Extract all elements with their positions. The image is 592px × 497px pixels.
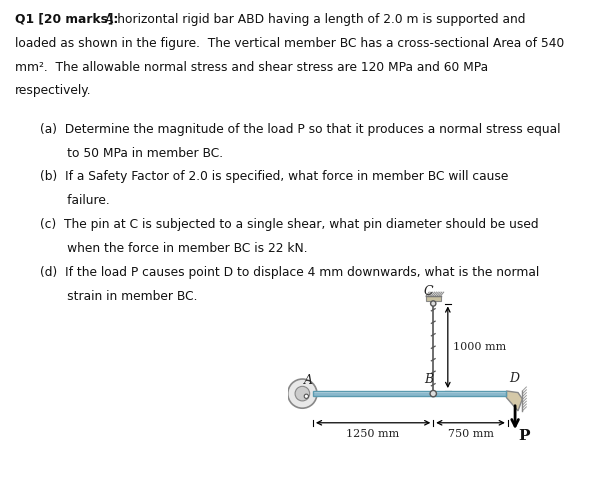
FancyBboxPatch shape: [426, 296, 440, 301]
Text: A: A: [304, 374, 313, 387]
Text: B: B: [424, 373, 433, 386]
FancyBboxPatch shape: [282, 375, 287, 412]
Text: strain in member BC.: strain in member BC.: [40, 290, 198, 303]
Text: A horizontal rigid bar ABD having a length of 2.0 m is supported and: A horizontal rigid bar ABD having a leng…: [105, 13, 526, 26]
Circle shape: [430, 391, 436, 397]
Circle shape: [430, 301, 436, 306]
Text: P: P: [518, 429, 530, 443]
Text: failure.: failure.: [40, 194, 110, 207]
Text: C: C: [424, 285, 433, 298]
Text: 1250 mm: 1250 mm: [346, 428, 400, 439]
Text: (b)  If a Safety Factor of 2.0 is specified, what force in member BC will cause: (b) If a Safety Factor of 2.0 is specifi…: [40, 170, 509, 183]
Polygon shape: [313, 393, 507, 396]
Text: (d)  If the load P causes point D to displace 4 mm downwards, what is the normal: (d) If the load P causes point D to disp…: [40, 266, 539, 279]
Text: when the force in member BC is 22 kN.: when the force in member BC is 22 kN.: [40, 242, 308, 255]
Circle shape: [288, 379, 317, 408]
Text: Q1 [20 marks]:: Q1 [20 marks]:: [15, 13, 118, 26]
Circle shape: [304, 394, 308, 399]
Text: D: D: [509, 372, 519, 385]
Text: respectively.: respectively.: [15, 84, 91, 97]
Text: to 50 MPa in member BC.: to 50 MPa in member BC.: [40, 147, 223, 160]
Text: mm².  The allowable normal stress and shear stress are 120 MPa and 60 MPa: mm². The allowable normal stress and she…: [15, 61, 488, 74]
Polygon shape: [507, 391, 522, 411]
Text: (a)  Determine the magnitude of the load P so that it produces a normal stress e: (a) Determine the magnitude of the load …: [40, 123, 561, 136]
Text: loaded as shown in the figure.  The vertical member BC has a cross-sectional Are: loaded as shown in the figure. The verti…: [15, 37, 564, 50]
Text: 750 mm: 750 mm: [448, 428, 494, 439]
Text: (c)  The pin at C is subjected to a single shear, what pin diameter should be us: (c) The pin at C is subjected to a singl…: [40, 218, 539, 231]
Polygon shape: [313, 391, 507, 393]
Text: 1000 mm: 1000 mm: [453, 342, 506, 352]
Circle shape: [295, 386, 310, 401]
